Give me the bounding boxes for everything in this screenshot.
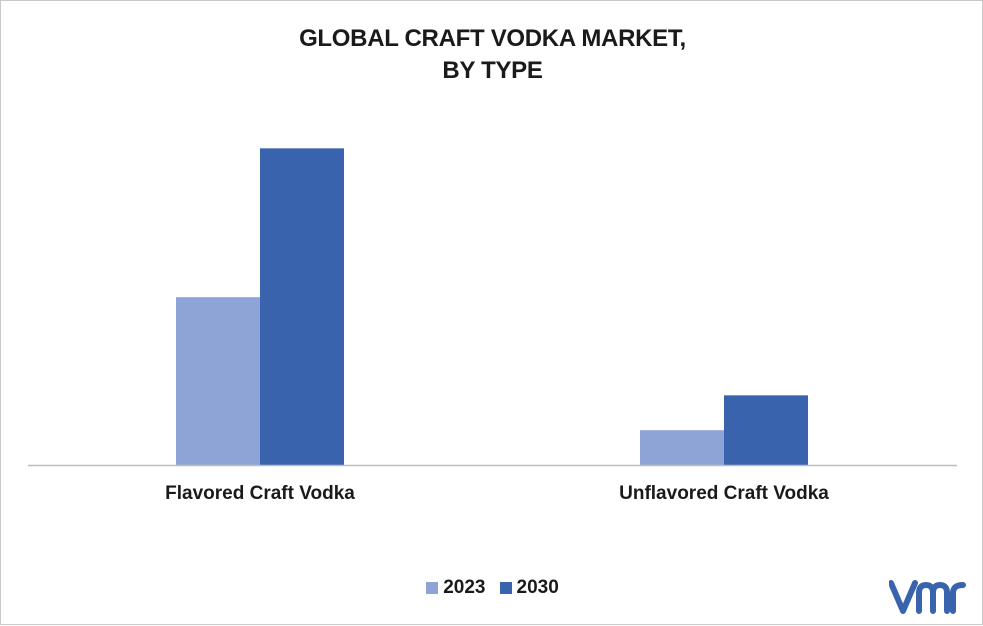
vmr-logo-icon bbox=[889, 580, 966, 614]
chart-title-line-1: GLOBAL CRAFT VODKA MARKET, bbox=[299, 25, 686, 52]
legend: 2023 2030 bbox=[1, 577, 983, 599]
legend-swatch-2030 bbox=[499, 582, 512, 594]
legend-swatch-2023 bbox=[426, 582, 439, 594]
bar-2030-unflavored bbox=[724, 395, 808, 465]
bar-2023-flavored bbox=[176, 297, 260, 465]
legend-item-2030: 2030 bbox=[499, 577, 559, 599]
chart-title: GLOBAL CRAFT VODKA MARKET, BY TYPE bbox=[1, 23, 983, 87]
bar-2023-unflavored bbox=[640, 430, 724, 465]
category-label-flavored: Flavored Craft Vodka bbox=[165, 483, 355, 504]
bar-2030-flavored bbox=[260, 148, 344, 466]
legend-label-2023: 2023 bbox=[443, 577, 486, 598]
chart-title-line-2: BY TYPE bbox=[442, 57, 543, 84]
category-label-unflavored: Unflavored Craft Vodka bbox=[619, 483, 829, 504]
legend-label-2030: 2030 bbox=[516, 577, 559, 598]
legend-item-2023: 2023 bbox=[426, 577, 486, 599]
